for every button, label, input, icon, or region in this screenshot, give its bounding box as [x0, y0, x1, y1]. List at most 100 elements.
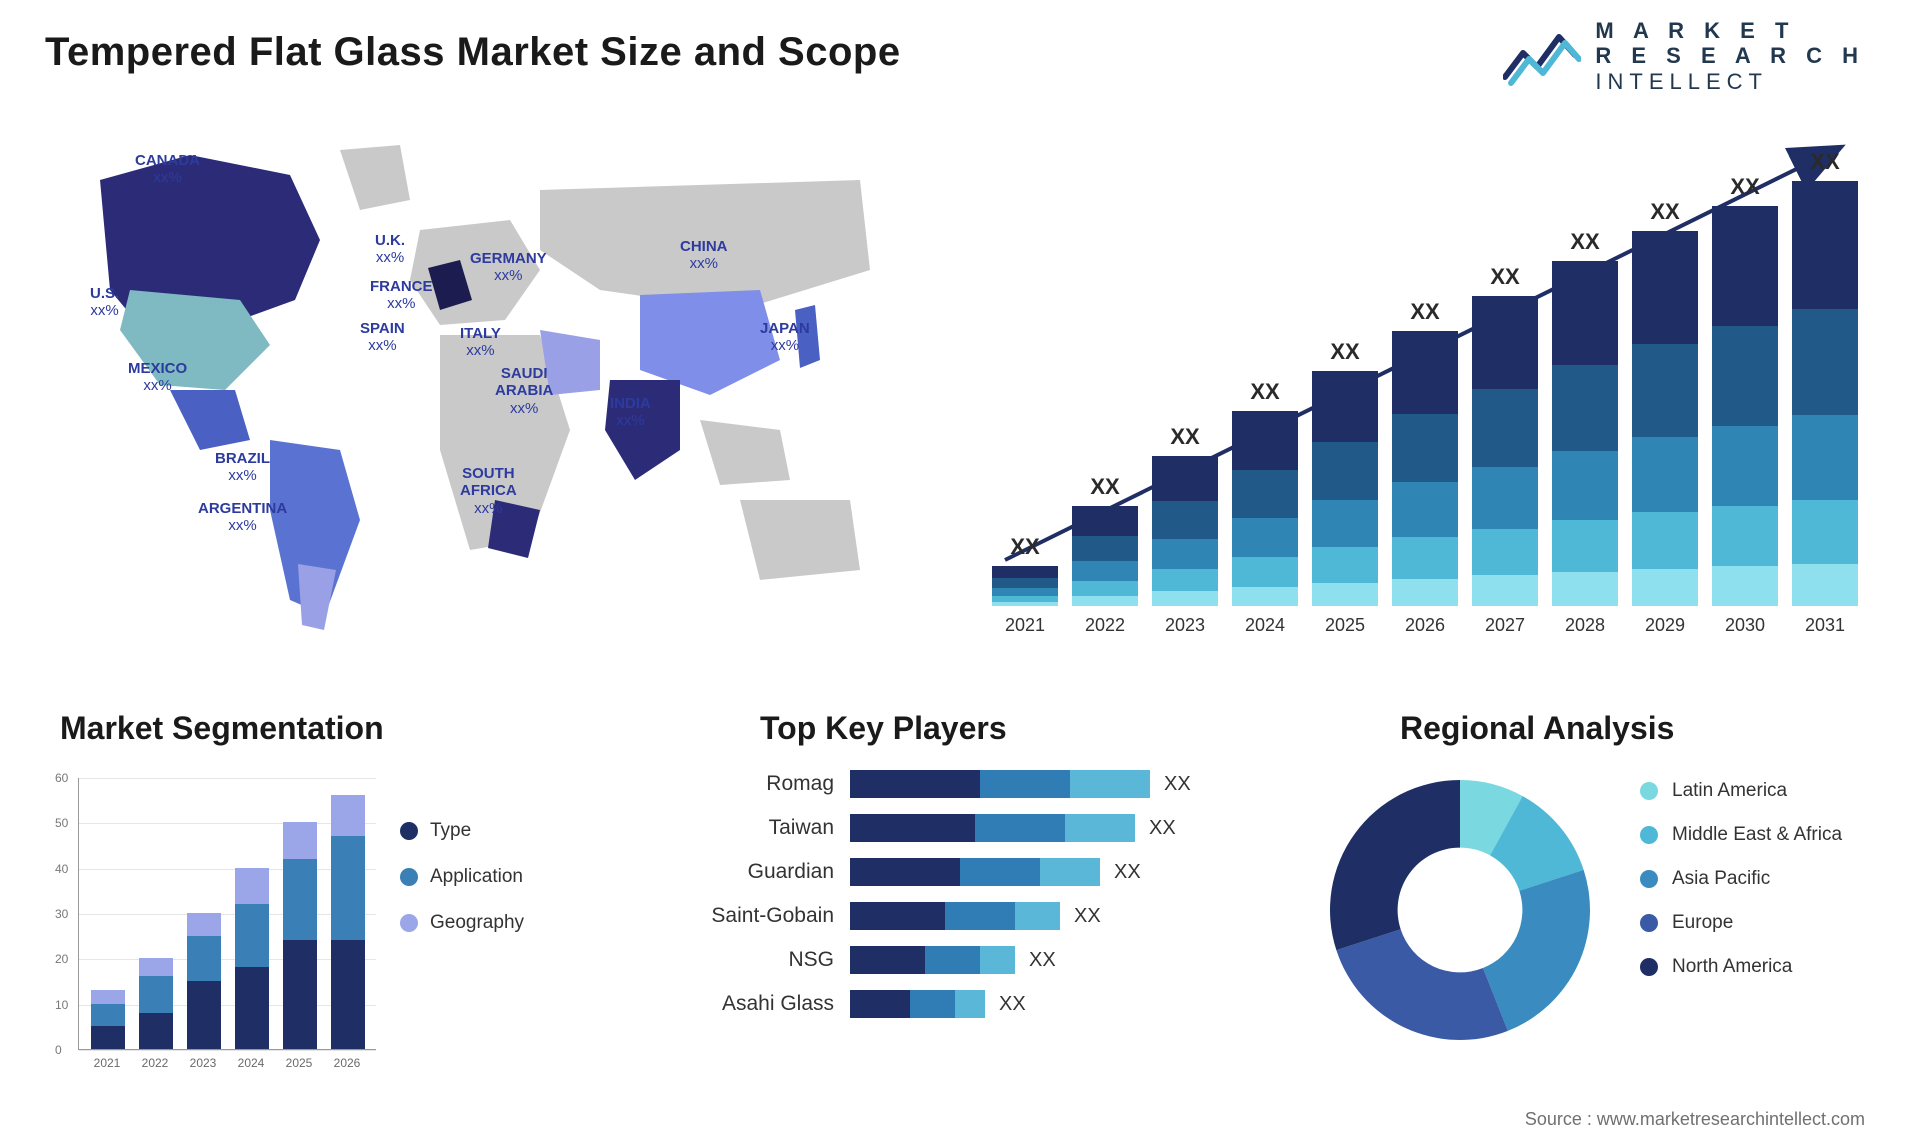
- map-label: INDIAxx%: [610, 395, 651, 430]
- market-bar-year: 2028: [1565, 615, 1605, 636]
- market-bar: [1232, 411, 1298, 606]
- market-bar-value: XX: [1250, 379, 1279, 405]
- market-bar: [1152, 456, 1218, 606]
- regional-header: Regional Analysis: [1400, 710, 1674, 747]
- player-row: Saint-Gobain XX: [660, 902, 1240, 930]
- market-bar-year: 2021: [1005, 615, 1045, 636]
- market-bar-year: 2025: [1325, 615, 1365, 636]
- market-bar: [1312, 371, 1378, 606]
- seg-xlabel: 2021: [94, 1056, 121, 1070]
- player-value: XX: [1164, 773, 1191, 796]
- logo-line1: M A R K E T: [1595, 18, 1865, 43]
- player-row: Romag XX: [660, 770, 1240, 798]
- player-bar: [850, 770, 1150, 798]
- page-title: Tempered Flat Glass Market Size and Scop…: [45, 30, 901, 75]
- map-label: SPAINxx%: [360, 320, 405, 355]
- world-map: CANADAxx%U.S.xx%MEXICOxx%BRAZILxx%ARGENT…: [40, 120, 900, 650]
- map-label: FRANCExx%: [370, 278, 433, 313]
- market-bar: [1632, 231, 1698, 606]
- map-label: CANADAxx%: [135, 152, 200, 187]
- regional-legend-item: Latin America: [1640, 780, 1842, 802]
- market-bar-year: 2031: [1805, 615, 1845, 636]
- map-label: CHINAxx%: [680, 238, 728, 273]
- player-bar: [850, 990, 985, 1018]
- regional-legend: Latin America Middle East & Africa Asia Pa…: [1640, 780, 1842, 1000]
- seg-ytick: 10: [55, 998, 68, 1012]
- source-text: Source : www.marketresearchintellect.com: [1525, 1109, 1865, 1130]
- player-bar: [850, 902, 1060, 930]
- player-row: Asahi Glass XX: [660, 990, 1240, 1018]
- player-label: Asahi Glass: [660, 992, 850, 1016]
- donut-slice: [1330, 780, 1460, 950]
- market-bar-value: XX: [1490, 264, 1519, 290]
- market-bar-value: XX: [1010, 534, 1039, 560]
- seg-bar: [283, 822, 317, 1049]
- player-value: XX: [1114, 861, 1141, 884]
- map-label: BRAZILxx%: [215, 450, 270, 485]
- market-size-chart: XX2021XX2022XX2023XX2024XX2025XX2026XX20…: [985, 130, 1865, 640]
- map-label: MEXICOxx%: [128, 360, 187, 395]
- seg-xlabel: 2025: [286, 1056, 313, 1070]
- seg-bar: [139, 958, 173, 1049]
- market-bar-value: XX: [1410, 299, 1439, 325]
- seg-ytick: 60: [55, 771, 68, 785]
- market-bar-year: 2030: [1725, 615, 1765, 636]
- seg-legend-item: Application: [400, 866, 524, 888]
- player-label: Romag: [660, 772, 850, 796]
- market-bar: [1552, 261, 1618, 606]
- brand-logo: M A R K E T R E S E A R C H INTELLECT: [1503, 18, 1865, 94]
- player-value: XX: [1149, 817, 1176, 840]
- market-bar-year: 2022: [1085, 615, 1125, 636]
- market-bar: [1472, 296, 1538, 606]
- map-label: SOUTHAFRICAxx%: [460, 465, 517, 517]
- market-bar-value: XX: [1090, 474, 1119, 500]
- regional-legend-item: Middle East & Africa: [1640, 824, 1842, 846]
- seg-xlabel: 2026: [334, 1056, 361, 1070]
- player-bar: [850, 814, 1135, 842]
- seg-bar: [331, 795, 365, 1049]
- regional-legend-item: Europe: [1640, 912, 1842, 934]
- map-label: GERMANYxx%: [470, 250, 547, 285]
- seg-bar: [187, 913, 221, 1049]
- player-label: Guardian: [660, 860, 850, 884]
- key-players-chart: RomagXXTaiwanXXGuardianXXSaint-GobainXXN…: [660, 770, 1240, 1034]
- map-label: ITALYxx%: [460, 325, 501, 360]
- logo-line3: INTELLECT: [1595, 69, 1865, 94]
- regional-donut: [1310, 760, 1610, 1060]
- logo-line2: R E S E A R C H: [1595, 43, 1865, 68]
- player-label: Saint-Gobain: [660, 904, 850, 928]
- segmentation-chart: 0102030405060 202120222023202420252026: [50, 770, 380, 1080]
- market-bar: [992, 566, 1058, 606]
- market-bar-value: XX: [1730, 174, 1759, 200]
- donut-slice: [1336, 929, 1507, 1040]
- player-label: Taiwan: [660, 816, 850, 840]
- player-row: Taiwan XX: [660, 814, 1240, 842]
- market-bar: [1392, 331, 1458, 606]
- donut-slice: [1483, 870, 1590, 1031]
- market-bar-value: XX: [1330, 339, 1359, 365]
- market-bar: [1792, 181, 1858, 606]
- market-bar-value: XX: [1170, 424, 1199, 450]
- market-bar-year: 2029: [1645, 615, 1685, 636]
- market-bar-value: XX: [1650, 199, 1679, 225]
- map-label: U.S.xx%: [90, 285, 119, 320]
- market-bar-value: XX: [1810, 149, 1839, 175]
- market-bar-year: 2024: [1245, 615, 1285, 636]
- map-label: JAPANxx%: [760, 320, 810, 355]
- seg-xlabel: 2022: [142, 1056, 169, 1070]
- regional-legend-item: Asia Pacific: [1640, 868, 1842, 890]
- player-value: XX: [1074, 905, 1101, 928]
- seg-xlabel: 2023: [190, 1056, 217, 1070]
- market-bar-year: 2023: [1165, 615, 1205, 636]
- players-header: Top Key Players: [760, 710, 1007, 747]
- map-label: SAUDIARABIAxx%: [495, 365, 553, 417]
- seg-bar: [91, 990, 125, 1049]
- seg-ytick: 20: [55, 952, 68, 966]
- seg-ytick: 30: [55, 907, 68, 921]
- player-value: XX: [999, 993, 1026, 1016]
- market-bar-value: XX: [1570, 229, 1599, 255]
- seg-bar: [235, 868, 269, 1049]
- map-label: U.K.xx%: [375, 232, 405, 267]
- market-bar-year: 2027: [1485, 615, 1525, 636]
- logo-mark-icon: [1503, 25, 1581, 87]
